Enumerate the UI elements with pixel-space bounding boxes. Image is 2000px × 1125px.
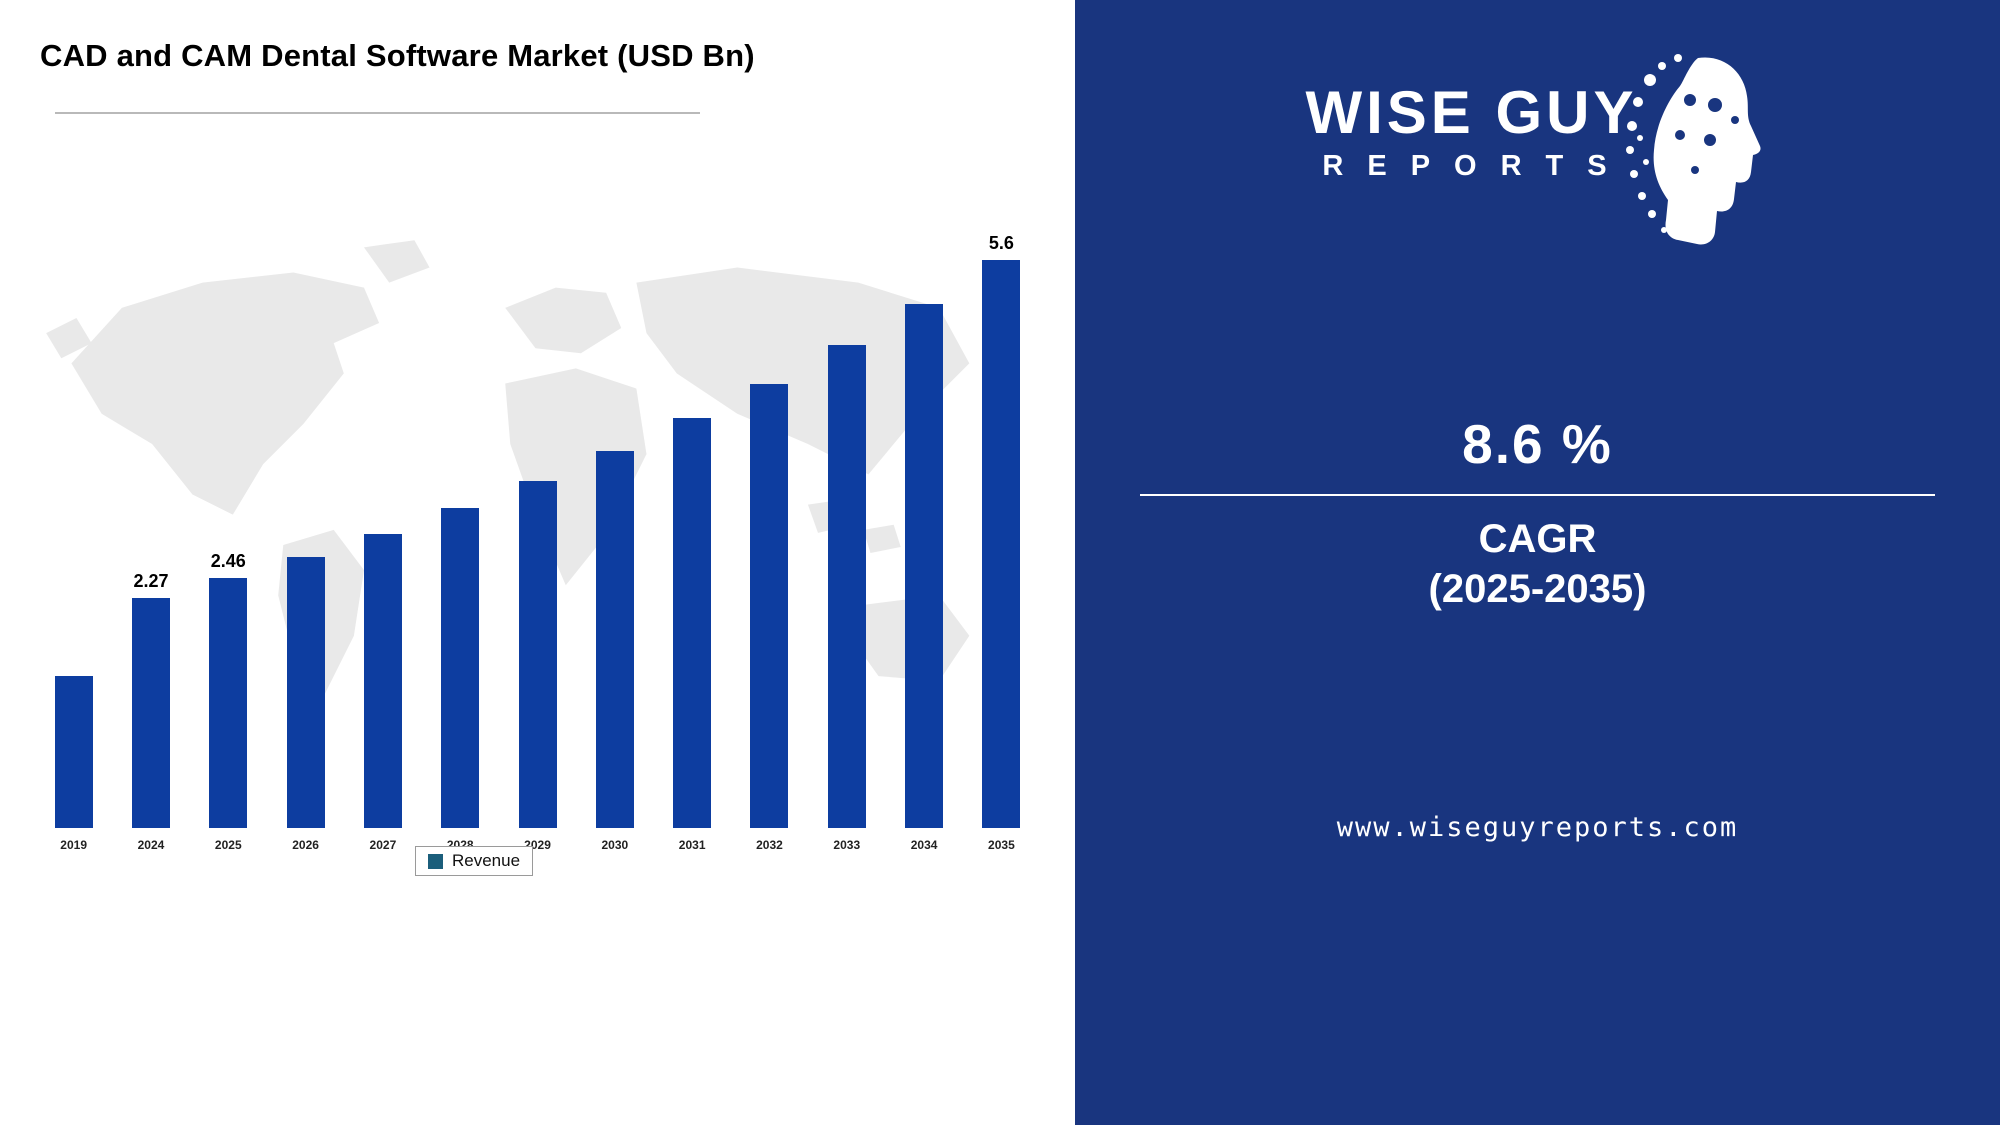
bar: [131, 598, 170, 828]
bar-group: 2027: [344, 228, 421, 854]
bar-group: 2.46 2025: [190, 228, 267, 854]
x-tick-label: 2034: [910, 838, 938, 852]
title-divider: [55, 112, 700, 114]
bar-group: 2032: [731, 228, 808, 854]
bar: [286, 557, 325, 828]
cagr-value: 8.6 %: [1462, 413, 1613, 475]
bar: [750, 384, 789, 828]
bar-chart: 2019 2.27 2024 2.46 2025 2026 2027 2028 2029 2030…: [35, 228, 1040, 854]
bar: [827, 345, 866, 828]
chart-section: CAD and CAM Dental Software Market (USD …: [35, 38, 1040, 876]
bar-value-label: 2.27: [133, 571, 169, 591]
x-tick-label: 2027: [369, 838, 397, 852]
bar-group: 2030: [576, 228, 653, 854]
chart-legend: Revenue: [415, 846, 534, 876]
bar-group: 2031: [654, 228, 731, 854]
bar: [595, 451, 634, 828]
bar: [441, 508, 480, 828]
bar: [363, 534, 402, 828]
bar: [54, 676, 93, 828]
bar: [905, 304, 944, 828]
bar-group: 2026: [267, 228, 344, 854]
bar-group: 2.27 2024: [112, 228, 189, 854]
website-url: www.wiseguyreports.com: [1336, 812, 1739, 843]
cagr-label-line2: (2025-2035): [1428, 567, 1647, 611]
bars: 2019 2.27 2024 2.46 2025 2026 2027 2028 2029 2030…: [35, 228, 1040, 854]
bar-group: 5.6 2035: [963, 228, 1040, 854]
bar-group: 2033: [808, 228, 885, 854]
info-panel: WISE GUY REPORTS 8.6 % CAGR (2025-2035) …: [1075, 0, 2000, 1125]
cagr-label-line1: CAGR: [1478, 517, 1597, 561]
logo-subtitle: REPORTS: [1322, 150, 1631, 182]
dotted-head-icon: [1625, 54, 1761, 245]
legend-label: Revenue: [452, 851, 521, 870]
bar-group: 2019: [35, 228, 112, 854]
x-tick-label: 2024: [137, 838, 165, 852]
x-tick-label: 2032: [756, 838, 783, 852]
logo-text: WISE GUY REPORTS: [1305, 82, 1637, 183]
logo-wordmark: WISE GUY: [1305, 79, 1638, 146]
x-tick-label: 2019: [60, 838, 87, 852]
bar: [673, 418, 712, 828]
bar-group: 2028: [422, 228, 499, 854]
x-tick-label: 2025: [214, 838, 242, 852]
x-tick-label: 2030: [601, 838, 629, 852]
bar-group: 2034: [885, 228, 962, 854]
cagr-label: CAGR (2025-2035): [1075, 514, 2000, 614]
bar-value-label: 5.6: [988, 233, 1014, 253]
x-tick-label: 2035: [988, 838, 1015, 852]
x-tick-label: 2033: [833, 838, 861, 852]
x-tick-label: 2026: [292, 838, 319, 852]
legend-swatch-icon: [428, 853, 443, 869]
brand-logo: WISE GUY REPORTS: [1075, 54, 2000, 250]
x-tick-label: 2031: [678, 838, 706, 852]
bar: [209, 578, 248, 828]
bar-value-label: 2.46: [210, 551, 246, 571]
bar-group: 2029: [499, 228, 576, 854]
page-title: CAD and CAM Dental Software Market (USD …: [40, 38, 755, 73]
bar: [982, 260, 1021, 828]
bar: [518, 481, 557, 828]
cagr-divider: [1139, 494, 1936, 496]
